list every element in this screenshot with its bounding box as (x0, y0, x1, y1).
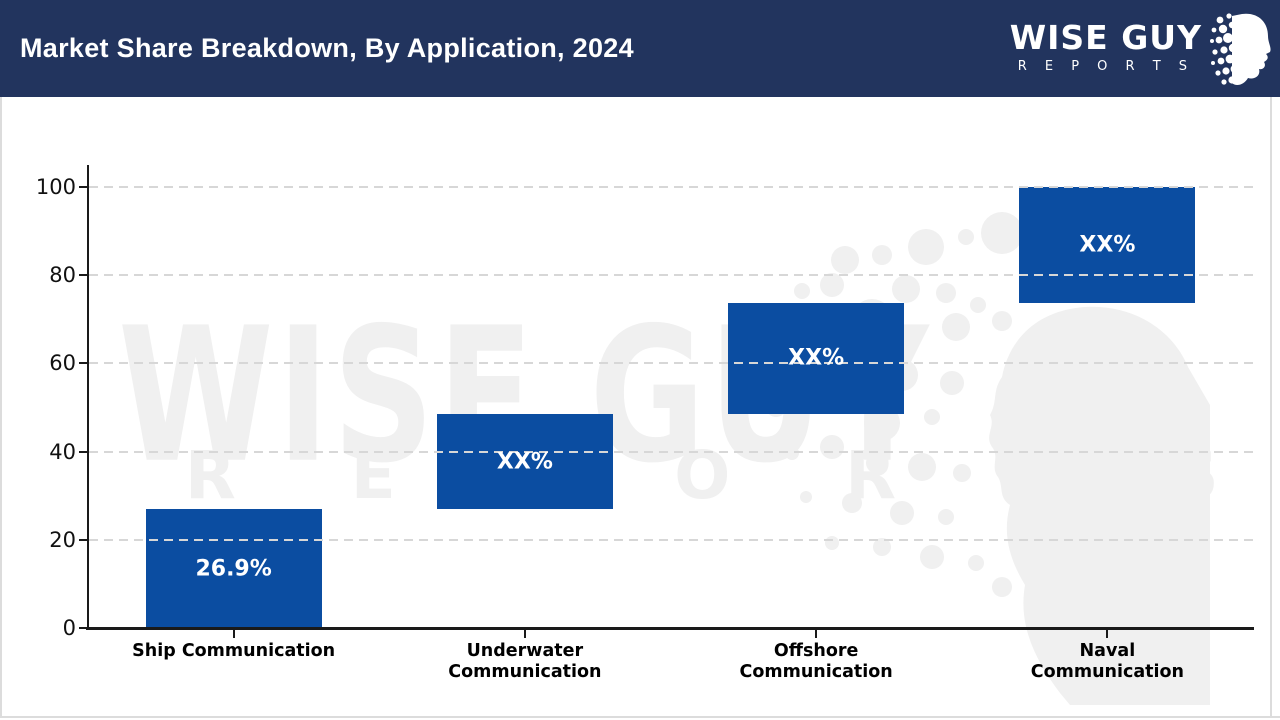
gridline-20 (89, 538, 1255, 541)
x-tick-mark (232, 630, 235, 638)
watermark-head-dots-icon (766, 212, 1210, 705)
y-tick-label-0: 0 (62, 616, 76, 640)
bar-value-label: XX% (1079, 232, 1136, 258)
page-title: Market Share Breakdown, By Application, … (20, 33, 634, 63)
y-tick-mark (79, 362, 88, 365)
page-border-left (0, 97, 2, 717)
y-tick-mark (79, 186, 88, 188)
y-tick-label-20: 20 (49, 527, 76, 552)
bar-naval-communication (1019, 187, 1196, 303)
gridline-40 (89, 450, 1255, 453)
x-tick-label-naval-communication: Naval Communication (1030, 641, 1185, 682)
x-tick-label-underwater-communication: Underwater Communication (448, 641, 602, 682)
y-tick-mark (79, 450, 88, 453)
page-border-bottom (0, 716, 1280, 718)
y-tick-mark (79, 627, 88, 629)
y-tick-label-40: 40 (49, 439, 76, 464)
x-tick-mark (523, 630, 526, 638)
bar-offshore-communication (728, 302, 905, 414)
wise-guy-reports-logo: WISE GUY R E P O R T S (1010, 6, 1272, 92)
y-tick-mark (79, 274, 88, 277)
x-tick-label-offshore-communication: Offshore Communication (739, 641, 893, 682)
y-tick-label-80: 80 (49, 263, 76, 288)
bar-value-label: XX% (788, 345, 845, 371)
bar-underwater-communication (436, 413, 613, 510)
bar-ship-communication (145, 509, 322, 628)
x-axis-line (86, 627, 1254, 630)
y-tick-label-100: 100 (35, 175, 76, 199)
x-tick-mark (1106, 630, 1109, 638)
logo-text: WISE GUY R E P O R T S (1009, 18, 1202, 75)
logo-head-dots-icon (1210, 13, 1271, 86)
page-border-right (1270, 97, 1272, 717)
bar-value-label: XX% (496, 449, 553, 475)
gridline-80 (89, 274, 1255, 277)
x-tick-label-ship-communication: Ship Communication (132, 641, 336, 661)
gridline-60 (89, 362, 1255, 365)
y-tick-label-60: 60 (49, 351, 76, 376)
logo-reports-label: R E P O R T S (1017, 59, 1195, 74)
x-tick-mark (815, 630, 818, 638)
header-bar: Market Share Breakdown, By Application, … (0, 0, 1280, 97)
y-tick-mark (79, 538, 88, 541)
gridline-100 (89, 186, 1255, 188)
y-axis-line (87, 165, 89, 629)
bar-value-label: 26.9% (195, 556, 272, 582)
logo-brand-label: WISE GUY (1009, 18, 1202, 57)
